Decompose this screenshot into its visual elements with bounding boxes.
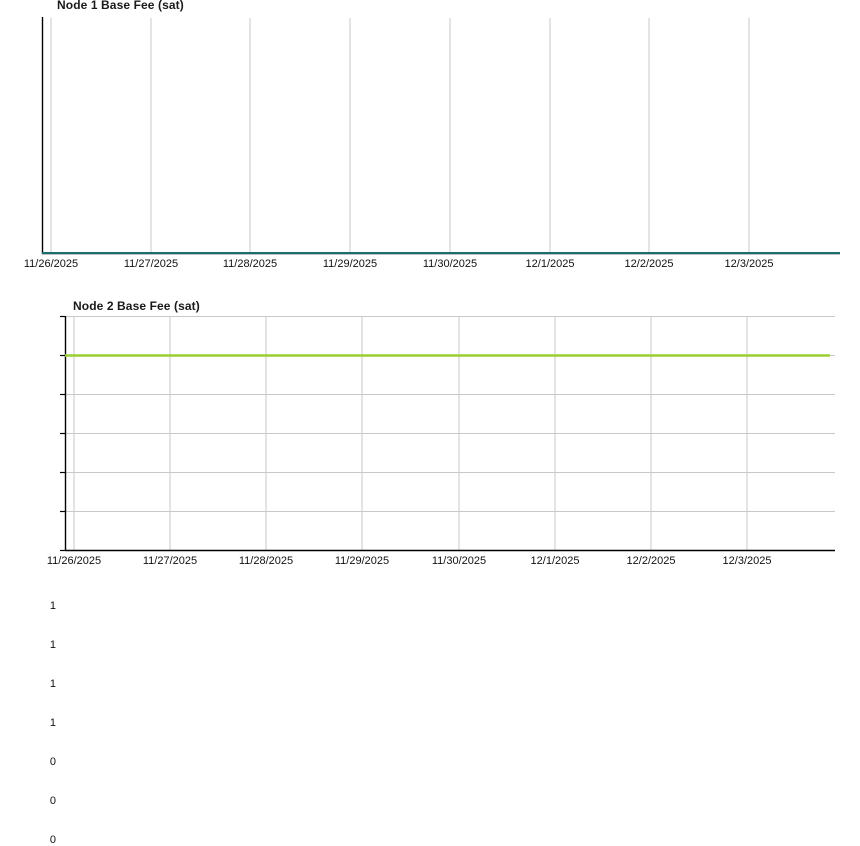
chart-2-y-tick-label: 1 [49, 678, 56, 690]
chart-2-plot-area [60, 315, 835, 552]
chart-2-x-tick-label: 11/29/2025 [334, 555, 390, 567]
chart-1-x-tick-label: 12/2/2025 [624, 258, 674, 270]
chart-2-y-tick-label: 1 [49, 600, 56, 612]
chart-1-title: Node 1 Base Fee (sat) [57, 0, 184, 12]
chart-1-x-tick-label: 11/26/2025 [23, 258, 79, 270]
chart-2-y-tick-label: 1 [49, 639, 56, 651]
chart-2-x-tick-label: 11/27/2025 [142, 555, 198, 567]
chart-2-y-tick-label: 0 [49, 795, 56, 807]
chart-panel-node-1: Node 1 Base Fee (sat) 11/26/2025 11/27/20… [0, 0, 860, 290]
chart-1-canvas [41, 17, 840, 255]
chart-2-x-tick-label: 11/28/2025 [238, 555, 294, 567]
chart-2-y-tick-label: 1 [49, 717, 56, 729]
chart-1-x-tick-label: 11/30/2025 [422, 258, 478, 270]
chart-1-x-tick-label: 11/29/2025 [322, 258, 378, 270]
chart-2-x-tick-label: 11/26/2025 [46, 555, 102, 567]
chart-1-x-tick-label: 11/28/2025 [222, 258, 278, 270]
chart-2-canvas [60, 315, 835, 552]
chart-2-y-tick-label: 0 [49, 756, 56, 768]
chart-1-x-tick-label: 12/1/2025 [525, 258, 575, 270]
chart-panel-node-2: Node 2 Base Fee (sat) 1 1 1 1 0 0 0 11/26/2025… [0, 290, 860, 846]
chart-1-x-tick-label: 11/27/2025 [123, 258, 179, 270]
chart-2-x-tick-label: 11/30/2025 [431, 555, 487, 567]
chart-2-y-tick-label: 0 [49, 834, 56, 846]
chart-1-plot-area [41, 17, 840, 255]
chart-2-title: Node 2 Base Fee (sat) [73, 299, 200, 313]
chart-1-x-tick-label: 12/3/2025 [724, 258, 774, 270]
chart-2-x-tick-label: 12/2/2025 [626, 555, 676, 567]
chart-2-x-tick-label: 12/1/2025 [530, 555, 580, 567]
chart-2-x-tick-label: 12/3/2025 [722, 555, 772, 567]
